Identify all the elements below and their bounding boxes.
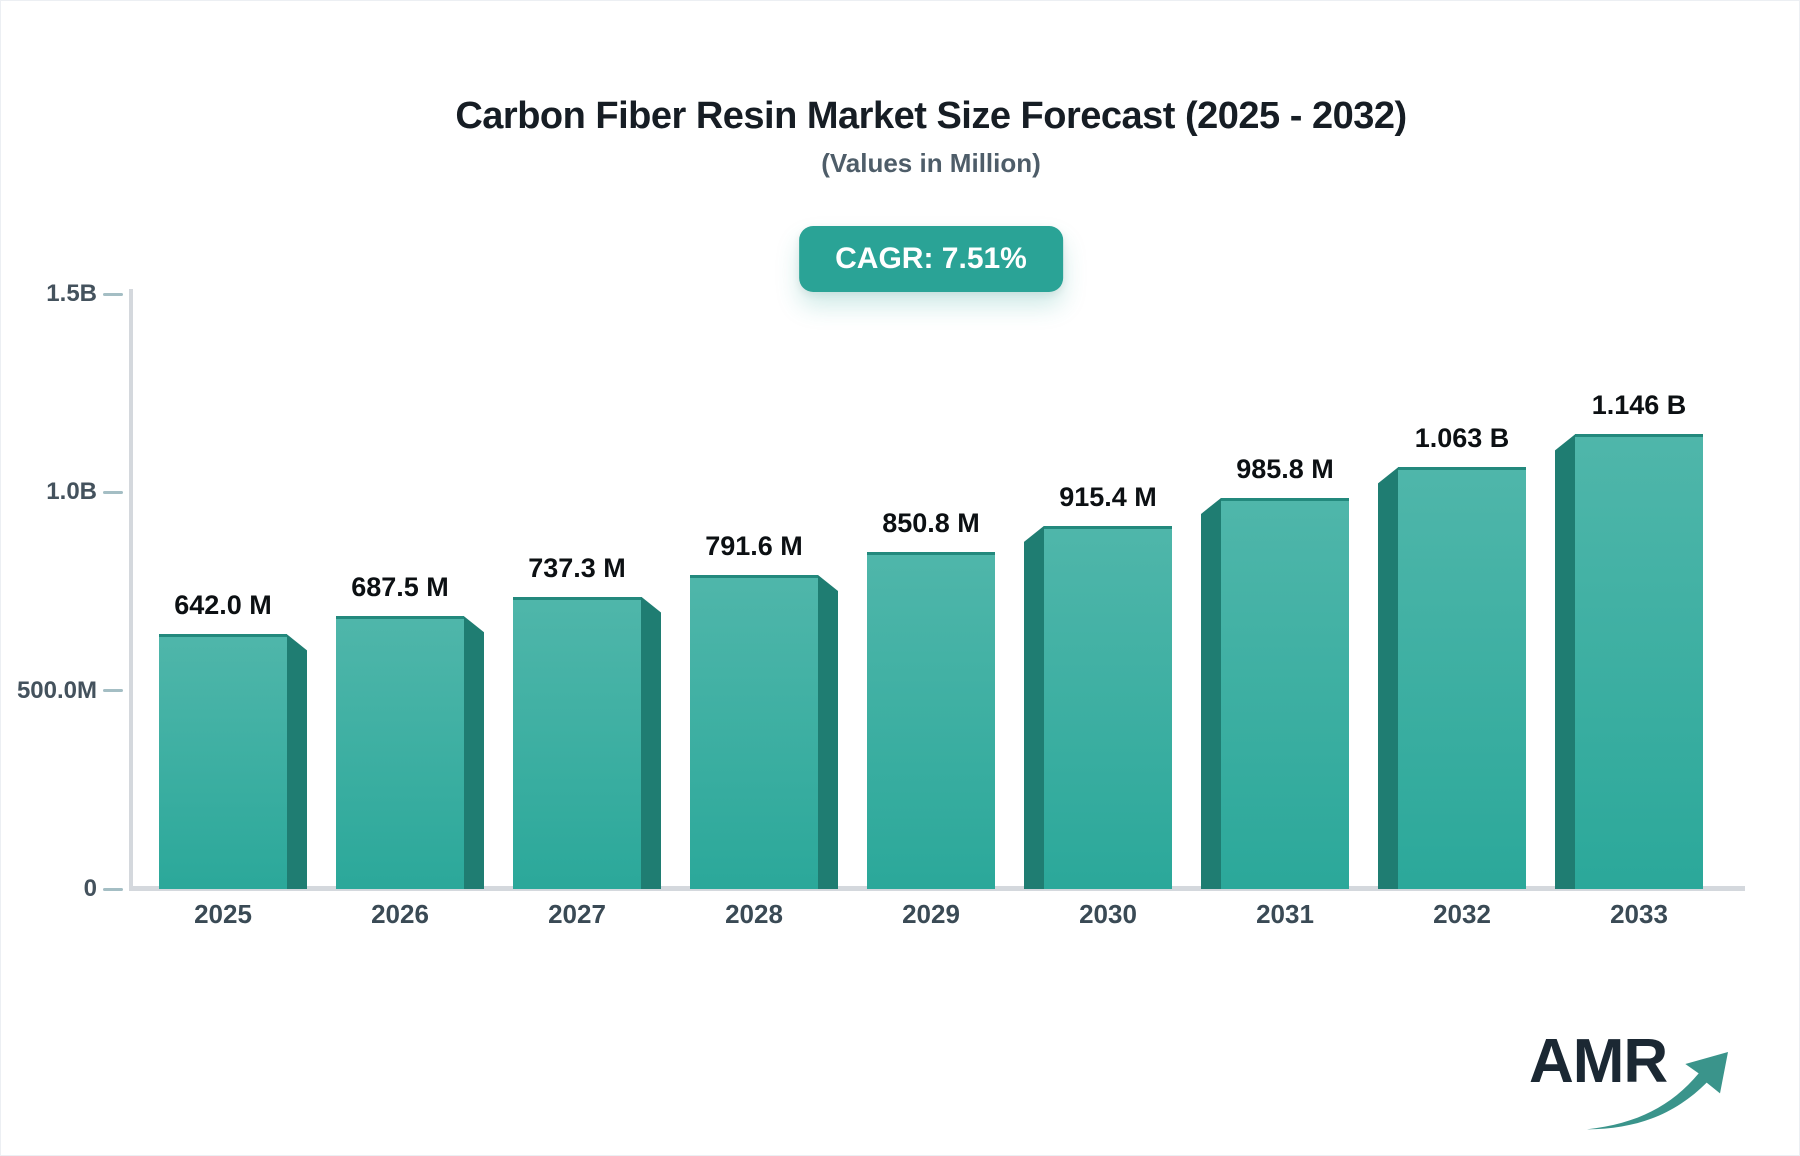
bar-3d-edge	[1555, 434, 1575, 889]
bar-3d-edge	[1201, 497, 1221, 889]
amr-logo-text: AMR	[1529, 1027, 1668, 1096]
x-tick-label: 2030	[1079, 899, 1137, 929]
bar-3d-edge	[1378, 467, 1398, 889]
bar-2026	[336, 616, 464, 889]
bar-3d-edge	[1024, 525, 1044, 889]
y-axis-line	[129, 289, 133, 889]
bar-2025	[159, 634, 287, 889]
y-tick-label: 0	[83, 875, 97, 902]
bar-3d-edge	[464, 616, 484, 889]
y-tick-dash	[103, 689, 123, 693]
bar-value-label: 642.0 M	[174, 590, 272, 621]
cagr-label: CAGR: 7.51%	[835, 242, 1027, 275]
bar-3d-edge	[818, 574, 838, 889]
bar-value-label: 687.5 M	[351, 572, 449, 603]
x-tick-label: 2025	[194, 899, 252, 929]
x-tick-label: 2029	[902, 899, 960, 929]
bar-2030	[1044, 525, 1172, 889]
cagr-badge: CAGR: 7.51%	[799, 226, 1063, 292]
chart-subtitle: (Values in Million)	[821, 148, 1041, 178]
bar-value-label: 1.146 B	[1591, 390, 1687, 421]
x-tick-label: 2026	[371, 899, 429, 929]
bar-2032	[1398, 467, 1526, 889]
y-tick-label: 500.0M	[16, 676, 97, 704]
x-tick-label: 2027	[548, 899, 606, 929]
chart-title: Carbon Fiber Resin Market Size Forecast …	[455, 95, 1407, 137]
y-tick-label: 1.0B	[46, 478, 97, 506]
bar-3d-edge	[287, 634, 307, 889]
y-tick-dash	[103, 292, 123, 296]
y-tick-dash	[103, 490, 123, 494]
x-tick-label: 2028	[725, 899, 783, 929]
bar-3d-edge	[641, 596, 661, 889]
bar-2031	[1221, 497, 1349, 889]
x-tick-label: 2031	[1256, 899, 1314, 929]
y-tick-label: 1.5B	[46, 280, 97, 307]
x-tick-label: 2033	[1610, 899, 1668, 929]
amr-logo: AMR	[1521, 1031, 1771, 1131]
bar-2033	[1575, 434, 1703, 889]
growth-arrow-icon	[1586, 1052, 1728, 1130]
bar-value-label: 1.063 B	[1414, 423, 1510, 454]
bar-value-label: 985.8 M	[1236, 453, 1334, 484]
bar-2029	[867, 551, 995, 889]
y-tick-dash	[103, 887, 123, 891]
bar-value-label: 850.8 M	[882, 507, 980, 538]
bar-2028	[690, 574, 818, 889]
bar-value-label: 737.3 M	[528, 552, 626, 583]
bar-value-label: 915.4 M	[1059, 481, 1157, 512]
bar-value-label: 791.6 M	[705, 530, 803, 561]
x-tick-label: 2032	[1433, 899, 1491, 929]
bar-2027	[513, 596, 641, 889]
